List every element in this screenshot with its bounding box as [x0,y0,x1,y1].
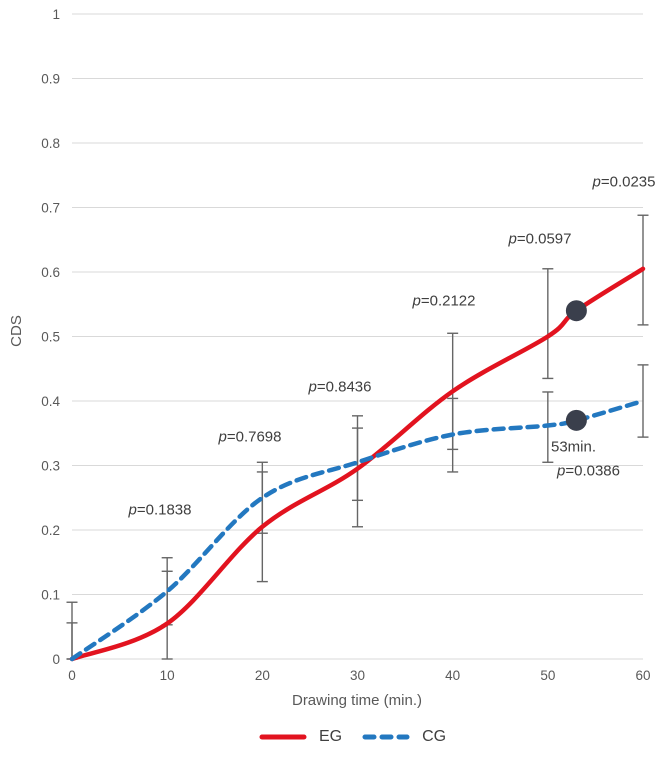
y-tick-label: 0.7 [41,201,60,216]
legend-swatch-line [259,734,307,740]
legend-swatch-line [362,734,410,740]
error-bar-cg [352,427,363,502]
y-tick-label: 0.9 [41,72,60,87]
cg-line-swatch [362,733,410,741]
error-bar-cg [256,461,268,534]
y-tick-label: 1 [52,7,60,22]
eg-line [69,266,646,662]
y-tick-label: 0.5 [41,330,60,345]
y-tick-label: 0.1 [41,588,60,603]
p-value-annotation: p=0.1838 [128,501,192,519]
y-tick-label: 0.8 [41,136,60,151]
x-tick-label: 60 [635,668,650,683]
p-value-annotation: p=0.2122 [412,292,476,310]
y-tick-label: 0.2 [41,523,60,538]
y-tick-label: 0 [52,652,60,667]
p-value-annotation: p=0.0597 [508,230,572,248]
marker-dot-eg [565,300,587,322]
eg-line-swatch [259,733,307,741]
legend-label-cg: CG [422,728,447,745]
x-tick-label: 50 [540,668,555,683]
y-axis-title: CDS [8,315,25,347]
p-value-annotation: p=0.0386 [557,462,620,480]
x-tick-label: 10 [160,668,175,683]
p-value-annotation: p=0.8436 [308,378,372,396]
error-bar-eg [542,268,554,380]
p-value-annotation: p=0.0235 [592,173,656,191]
y-tick-label: 0.6 [41,265,60,280]
chart-legend: EG CG [19,728,667,746]
legend-label-eg: EG [318,728,343,745]
error-bar-cg [637,364,649,438]
x-axis-title: Drawing time (min.) [291,692,423,709]
y-tick-label: 0.4 [41,394,60,409]
x-tick-label: 40 [445,668,460,683]
legend-item-cg: CG [362,728,446,746]
x-tick-label: 30 [350,668,365,683]
legend-item-eg: EG [259,728,342,746]
x-tick-label: 0 [68,668,76,683]
y-tick-label: 0.3 [41,459,60,474]
time-annotation: 53min. [551,438,597,456]
x-tick-label: 20 [255,668,270,683]
p-value-annotation: p=0.7698 [218,428,282,446]
error-bar-cg [66,601,78,660]
marker-dot-cg [565,409,587,431]
